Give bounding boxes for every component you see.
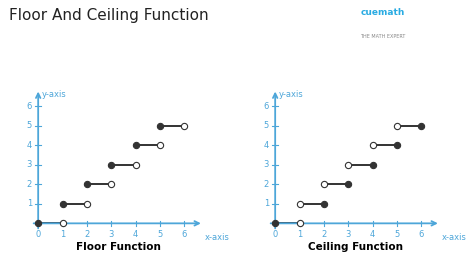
Text: 5: 5 bbox=[264, 121, 269, 130]
Text: Floor And Ceiling Function: Floor And Ceiling Function bbox=[9, 8, 209, 23]
Text: y-axis: y-axis bbox=[42, 90, 66, 99]
Text: 4: 4 bbox=[27, 141, 32, 150]
Text: 2: 2 bbox=[321, 230, 327, 239]
Text: 1: 1 bbox=[264, 199, 269, 208]
Text: 4: 4 bbox=[370, 230, 375, 239]
Text: 2: 2 bbox=[264, 180, 269, 189]
Text: 6: 6 bbox=[27, 102, 32, 111]
Text: Floor Function: Floor Function bbox=[76, 242, 161, 252]
Text: 3: 3 bbox=[109, 230, 114, 239]
Text: 1: 1 bbox=[27, 199, 32, 208]
Text: 4: 4 bbox=[264, 141, 269, 150]
Text: 6: 6 bbox=[419, 230, 424, 239]
Text: 6: 6 bbox=[264, 102, 269, 111]
Text: 6: 6 bbox=[182, 230, 187, 239]
Text: 5: 5 bbox=[157, 230, 163, 239]
Text: x-axis: x-axis bbox=[205, 233, 230, 242]
Text: 1: 1 bbox=[60, 230, 65, 239]
Text: 5: 5 bbox=[394, 230, 400, 239]
Text: THE MATH EXPERT: THE MATH EXPERT bbox=[360, 34, 406, 39]
Text: y-axis: y-axis bbox=[279, 90, 303, 99]
Text: 2: 2 bbox=[84, 230, 90, 239]
Text: 2: 2 bbox=[27, 180, 32, 189]
Text: 4: 4 bbox=[133, 230, 138, 239]
Text: 3: 3 bbox=[264, 160, 269, 169]
Text: 3: 3 bbox=[27, 160, 32, 169]
Text: x-axis: x-axis bbox=[442, 233, 467, 242]
Text: 3: 3 bbox=[346, 230, 351, 239]
Text: 0: 0 bbox=[273, 230, 278, 239]
Text: 0: 0 bbox=[36, 230, 41, 239]
Text: 5: 5 bbox=[27, 121, 32, 130]
Text: 1: 1 bbox=[297, 230, 302, 239]
Text: Ceiling Function: Ceiling Function bbox=[308, 242, 403, 252]
Text: cuemath: cuemath bbox=[360, 8, 405, 17]
